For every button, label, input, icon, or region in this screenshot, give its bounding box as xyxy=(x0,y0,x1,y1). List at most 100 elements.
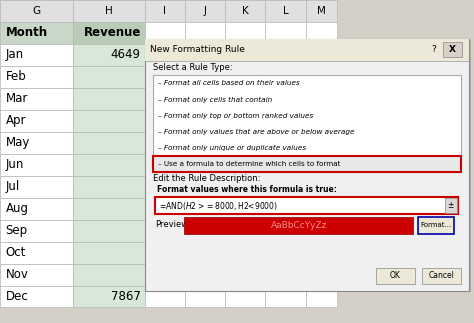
Bar xyxy=(73,154,145,176)
Text: Jul: Jul xyxy=(6,180,20,193)
Bar xyxy=(0,132,73,154)
Bar xyxy=(145,88,185,110)
Bar xyxy=(422,268,461,284)
Bar xyxy=(306,66,337,88)
Bar xyxy=(145,39,469,291)
Text: Jan: Jan xyxy=(6,48,24,61)
Text: ?: ? xyxy=(431,45,436,54)
Text: Edit the Rule Description:: Edit the Rule Description: xyxy=(153,174,261,183)
Bar xyxy=(145,220,185,242)
Bar xyxy=(306,44,337,66)
Text: New Formatting Rule: New Formatting Rule xyxy=(150,45,245,54)
Bar xyxy=(225,286,265,307)
Text: Format...: Format... xyxy=(420,222,451,228)
Text: May: May xyxy=(6,136,30,149)
Bar xyxy=(185,0,225,22)
Bar xyxy=(225,264,265,286)
Bar xyxy=(225,110,265,132)
Bar xyxy=(73,176,145,198)
Text: ±: ± xyxy=(447,201,454,210)
Bar xyxy=(185,22,225,44)
Bar xyxy=(0,264,73,286)
Text: 4649: 4649 xyxy=(111,48,141,61)
Bar xyxy=(73,220,145,242)
Bar xyxy=(265,0,306,22)
Bar xyxy=(0,66,73,88)
Bar xyxy=(73,88,145,110)
Bar xyxy=(306,22,337,44)
Bar xyxy=(265,44,306,66)
Bar xyxy=(225,198,265,220)
Bar xyxy=(145,132,185,154)
Text: 7867: 7867 xyxy=(111,290,141,303)
Text: L: L xyxy=(283,6,289,16)
Bar xyxy=(184,217,413,234)
Bar xyxy=(306,154,337,176)
Bar xyxy=(145,198,185,220)
Bar xyxy=(73,242,145,264)
Bar xyxy=(185,176,225,198)
Text: Dec: Dec xyxy=(6,290,28,303)
Text: Cancel: Cancel xyxy=(428,271,454,280)
Text: Mar: Mar xyxy=(6,92,28,105)
Bar xyxy=(73,110,145,132)
Bar xyxy=(0,110,73,132)
Bar xyxy=(0,242,73,264)
Text: OK: OK xyxy=(390,271,401,280)
Text: – Format only top or bottom ranked values: – Format only top or bottom ranked value… xyxy=(158,113,313,119)
Text: H: H xyxy=(105,6,113,16)
Bar xyxy=(73,286,145,307)
Text: AaBbCcYyZz: AaBbCcYyZz xyxy=(271,221,327,230)
Bar xyxy=(73,132,145,154)
Text: X: X xyxy=(449,45,456,54)
Bar xyxy=(155,197,458,214)
Text: Sep: Sep xyxy=(6,224,28,237)
Bar xyxy=(146,40,471,292)
Bar xyxy=(225,176,265,198)
Bar xyxy=(145,22,185,44)
Text: G: G xyxy=(33,6,41,16)
Bar xyxy=(0,286,73,307)
Text: Aug: Aug xyxy=(6,202,29,215)
Bar xyxy=(145,154,185,176)
Bar xyxy=(185,198,225,220)
Text: – Format only values that are above or below average: – Format only values that are above or b… xyxy=(158,129,355,135)
Text: Nov: Nov xyxy=(6,268,28,281)
Text: Apr: Apr xyxy=(6,114,26,127)
Bar xyxy=(306,220,337,242)
Text: Revenue: Revenue xyxy=(83,26,141,39)
Bar xyxy=(225,154,265,176)
Bar xyxy=(443,42,462,57)
Bar xyxy=(185,264,225,286)
Text: =AND($H2>=8000,$H2<9000): =AND($H2>=8000,$H2<9000) xyxy=(159,200,278,212)
Text: Preview:: Preview: xyxy=(155,220,191,229)
Bar xyxy=(306,176,337,198)
Bar xyxy=(73,22,145,44)
Bar xyxy=(185,44,225,66)
Text: Oct: Oct xyxy=(6,246,26,259)
Bar xyxy=(145,286,185,307)
Text: – Use a formula to determine which cells to format: – Use a formula to determine which cells… xyxy=(158,161,340,167)
Bar xyxy=(0,154,73,176)
Bar xyxy=(265,176,306,198)
Bar xyxy=(145,0,185,22)
Bar xyxy=(306,132,337,154)
Bar xyxy=(0,176,73,198)
Text: M: M xyxy=(317,6,326,16)
Bar xyxy=(265,264,306,286)
Bar xyxy=(225,22,265,44)
Bar xyxy=(265,154,306,176)
Bar xyxy=(225,44,265,66)
Bar xyxy=(265,242,306,264)
Bar xyxy=(73,44,145,66)
Bar xyxy=(0,22,73,44)
Bar xyxy=(145,176,185,198)
Text: J: J xyxy=(203,6,207,16)
Bar xyxy=(145,44,185,66)
Bar xyxy=(185,154,225,176)
Bar xyxy=(265,286,306,307)
Bar xyxy=(225,132,265,154)
Bar xyxy=(225,220,265,242)
Text: Feb: Feb xyxy=(6,70,27,83)
Bar xyxy=(0,44,73,66)
